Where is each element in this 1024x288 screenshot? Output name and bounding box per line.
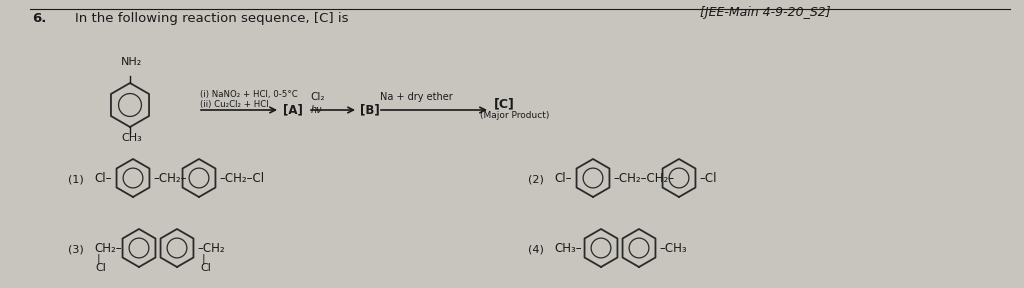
Text: |: |: [202, 254, 206, 264]
Text: (i) NaNO₂ + HCl, 0-5°C: (i) NaNO₂ + HCl, 0-5°C: [200, 90, 298, 99]
Text: 6.: 6.: [32, 12, 46, 25]
Text: (1): (1): [68, 174, 84, 184]
Text: NH₂: NH₂: [121, 57, 142, 67]
Text: Cl₂: Cl₂: [310, 92, 325, 102]
Text: –Cl: –Cl: [699, 172, 717, 185]
Text: Na + dry ether: Na + dry ether: [380, 92, 453, 102]
Text: –CH₃: –CH₃: [659, 242, 687, 255]
Text: [A]: [A]: [283, 103, 303, 116]
Text: (ii) Cu₂Cl₂ + HCl: (ii) Cu₂Cl₂ + HCl: [200, 100, 268, 109]
Text: [C]: [C]: [494, 97, 515, 110]
Text: In the following reaction sequence, [C] is: In the following reaction sequence, [C] …: [75, 12, 348, 25]
Text: (4): (4): [528, 244, 544, 254]
Text: CH₃: CH₃: [121, 133, 141, 143]
Text: Cl–: Cl–: [94, 172, 112, 185]
Text: [B]: [B]: [360, 103, 380, 116]
Text: –CH₂–Cl: –CH₂–Cl: [219, 172, 264, 185]
Text: hν: hν: [311, 105, 323, 115]
Text: [JEE-Main 4-9-20_S2]: [JEE-Main 4-9-20_S2]: [700, 6, 830, 19]
Text: –CH₂–CH₂–: –CH₂–CH₂–: [613, 172, 674, 185]
Text: Cl: Cl: [95, 263, 105, 273]
Text: |: |: [97, 254, 100, 264]
Text: (3): (3): [68, 244, 84, 254]
Text: CH₃–: CH₃–: [554, 242, 582, 255]
Text: Cl–: Cl–: [554, 172, 571, 185]
Text: Cl: Cl: [200, 263, 211, 273]
Text: –CH₂: –CH₂: [197, 242, 224, 255]
Text: CH₂–: CH₂–: [94, 242, 122, 255]
Text: –CH₂–: –CH₂–: [153, 172, 186, 185]
Text: (2): (2): [528, 174, 544, 184]
Text: (Major Product): (Major Product): [480, 111, 549, 120]
